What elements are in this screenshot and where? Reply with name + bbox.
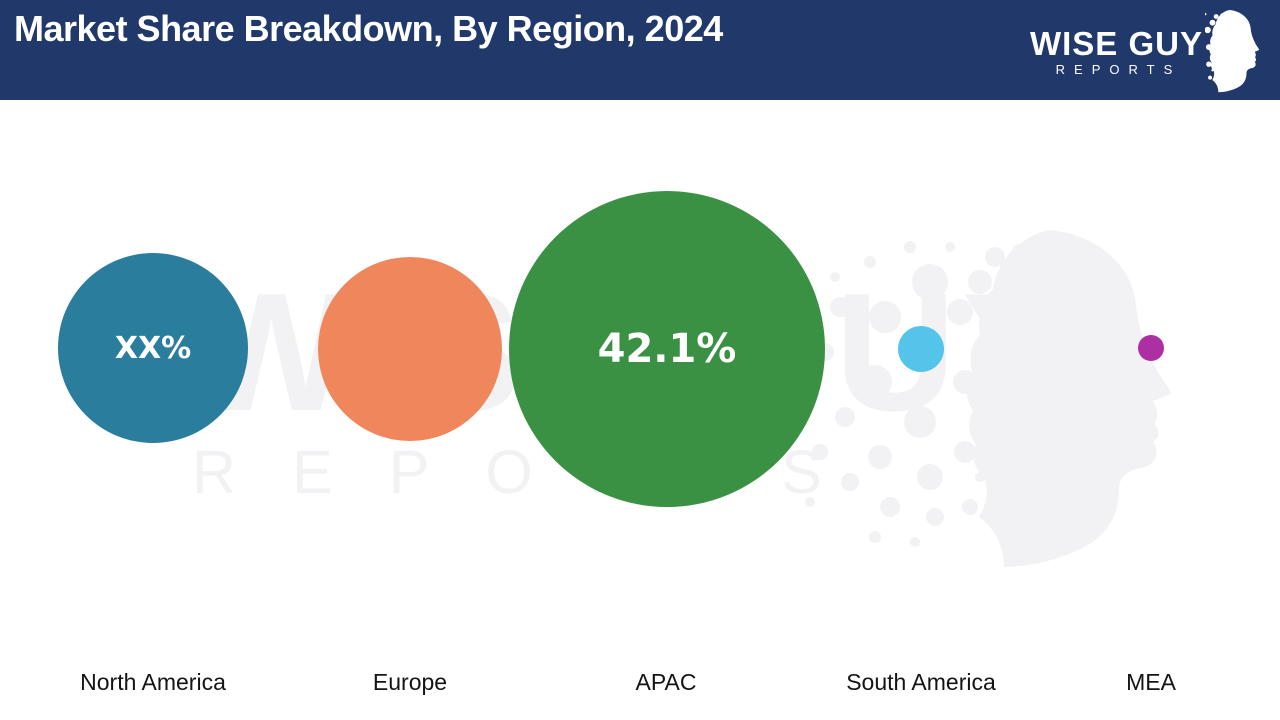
category-label-south-america: South America <box>846 669 996 695</box>
bubble-value-label-apac: 42.1% <box>597 326 737 372</box>
bubble-apac: 42.1% <box>509 191 825 507</box>
wiseguy-logo: WISE GUY REPORTS <box>1030 7 1264 93</box>
page-title: Market Share Breakdown, By Region, 2024 <box>14 8 723 49</box>
bubble-europe <box>318 257 502 441</box>
bubble-north-america: XX% <box>58 253 248 443</box>
category-label-europe: Europe <box>372 669 448 695</box>
header: Market Share Breakdown, By Region, 2024 … <box>0 0 1280 100</box>
logo-wordmark: WISE GUY <box>1029 24 1203 62</box>
category-label-north-america: North America <box>80 669 226 695</box>
wiseguy-face-icon <box>1205 9 1260 92</box>
category-axis: North America Europe APAC South America MEA <box>0 100 1280 720</box>
bubble-chart: WISE GUY REPORTS XX%42.1% North AmericaE… <box>0 100 1280 720</box>
wiseguy-logo-text: WISE GUY REPORTS <box>1029 24 1203 78</box>
logo-subtitle: REPORTS <box>1055 62 1182 78</box>
category-label-mea: MEA <box>1126 669 1176 695</box>
category-label-apac: APAC <box>635 669 697 695</box>
bubble-value-label-north-america: XX% <box>114 330 192 366</box>
